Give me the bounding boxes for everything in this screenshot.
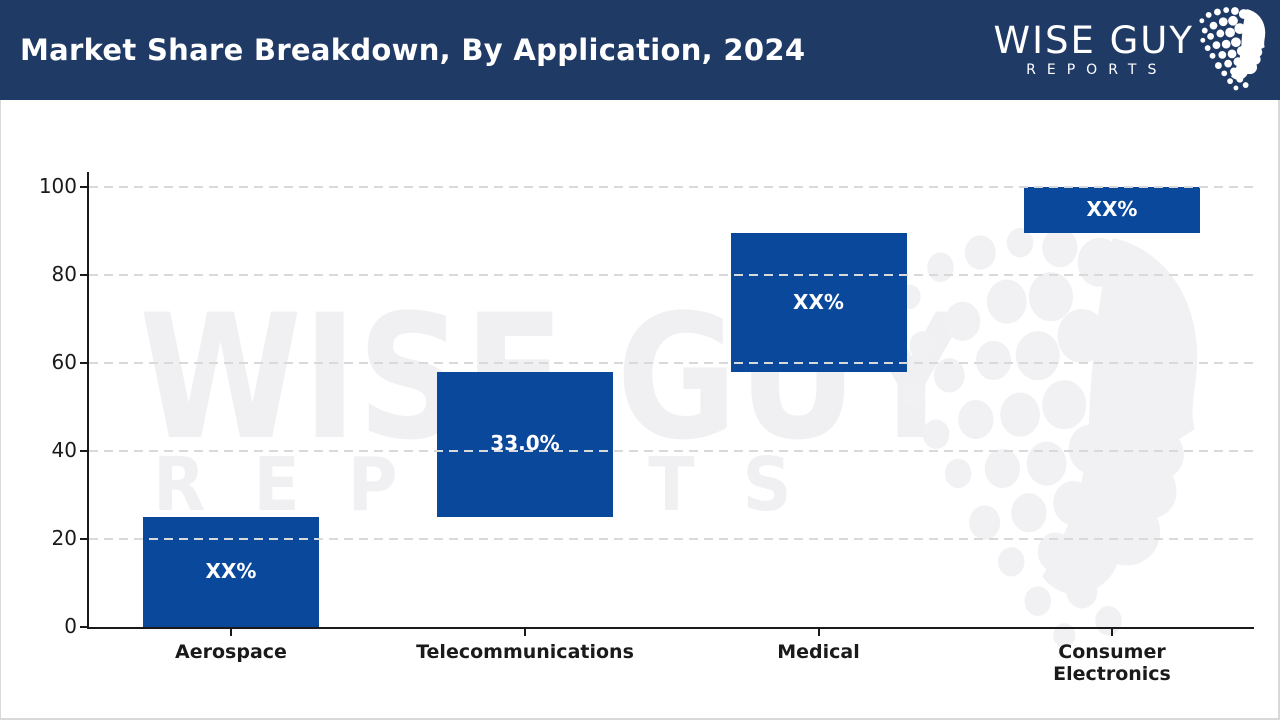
y-tick-label: 100 — [38, 174, 77, 198]
wise-guy-reports-logo: WISE GUY REPORTS — [994, 6, 1280, 94]
bar-segment — [437, 371, 613, 517]
gridline — [89, 538, 1254, 540]
gridline — [89, 450, 1254, 452]
gridline — [89, 362, 1254, 364]
x-tick-mark — [524, 629, 526, 636]
x-axis-line — [87, 627, 1254, 629]
x-category-label: Telecommunications — [416, 641, 634, 663]
y-tick-label: 0 — [64, 614, 77, 638]
gridline — [89, 274, 1254, 276]
y-tick-mark — [80, 274, 87, 276]
x-category-label: Consumer Electronics — [1053, 641, 1171, 686]
bar-value-label: XX% — [1086, 197, 1138, 222]
x-category-label: Medical — [777, 641, 860, 663]
logo-head-icon — [1199, 7, 1266, 91]
y-tick-mark — [80, 538, 87, 540]
y-axis-line — [87, 172, 89, 629]
bar-segment — [143, 517, 319, 627]
header-bar: Market Share Breakdown, By Application, … — [0, 0, 1280, 100]
y-tick-label: 40 — [51, 438, 77, 462]
bar-value-label: XX% — [793, 289, 844, 314]
x-category-label: Aerospace — [175, 641, 287, 663]
logo-subtitle: REPORTS — [1026, 62, 1168, 78]
y-tick-mark — [80, 450, 87, 452]
bar-segment — [1024, 187, 1200, 234]
watermark-head-icon — [898, 228, 1198, 648]
y-tick-mark — [80, 362, 87, 364]
y-tick-mark — [80, 186, 87, 188]
y-tick-label: 60 — [51, 350, 77, 374]
logo-wordmark: WISE GUY — [993, 19, 1194, 62]
x-tick-mark — [230, 629, 232, 636]
y-tick-label: 20 — [51, 526, 77, 550]
logo-text: WISE GUY REPORTS — [994, 22, 1194, 78]
page-title: Market Share Breakdown, By Application, … — [20, 33, 806, 67]
bar-segment — [730, 233, 907, 372]
x-tick-mark — [1111, 629, 1113, 636]
gridline — [89, 186, 1254, 188]
y-tick-mark — [80, 626, 87, 628]
bar-value-label: 33.0% — [490, 431, 560, 456]
y-tick-label: 80 — [51, 262, 77, 286]
bar-value-label: XX% — [205, 559, 257, 583]
x-tick-mark — [817, 629, 820, 636]
